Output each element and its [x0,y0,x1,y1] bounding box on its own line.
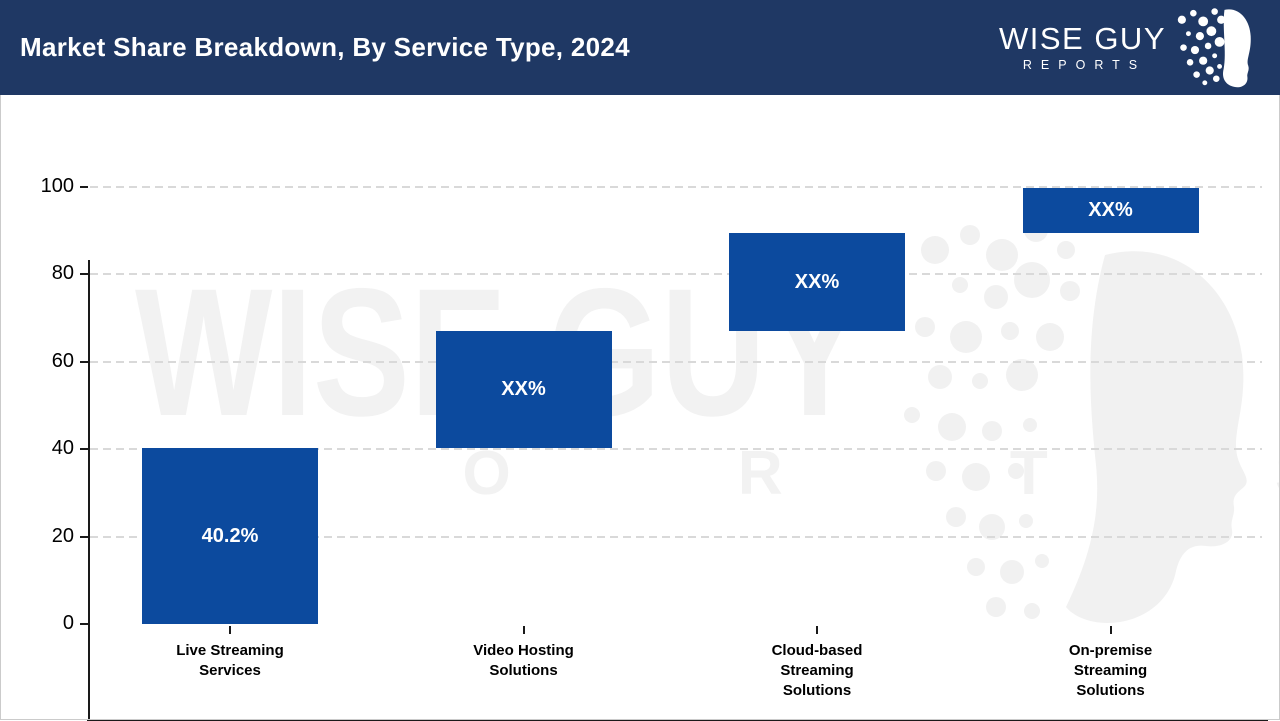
bar-value-label: XX% [1088,199,1133,222]
x-tick [1109,626,1112,634]
y-tick-label: 20 [51,524,74,547]
x-tick [229,626,231,634]
x-category-label-line: Video Hosting [473,642,574,659]
x-category-label-line: Solutions [489,662,558,679]
y-axis-line [88,260,90,721]
x-category-label-line: Streaming [780,662,854,679]
x-category-label-line: Services [199,662,261,679]
x-tick [816,626,818,634]
brand-logo-text: WISE GUY REPORTS [998,21,1166,73]
bar: XX% [435,331,612,449]
page-title: Market Share Breakdown, By Service Type,… [20,32,630,62]
y-tick [80,273,88,276]
watermark-face-icon [904,218,1247,623]
bar: XX% [729,232,905,332]
brand-subname: REPORTS [1022,58,1147,72]
bar-value-label: 40.2% [201,524,259,547]
y-tick [80,535,88,538]
chart: 0 20 40 60 80 100 40.2% Live Streaming Services X… [0,95,1280,721]
y-tick-label: 80 [51,262,74,285]
x-category-label: Live Streaming Services [100,641,360,681]
bar: 40.2% [142,448,318,624]
header: Market Share Breakdown, By Service Type,… [0,0,1280,95]
x-category-label: Video Hosting Solutions [394,641,654,681]
x-category-label-line: Solutions [782,682,852,699]
y-tick [80,360,88,363]
gridline [90,360,1262,363]
bar: XX% [1022,188,1199,233]
brand-name: WISE GUY [998,21,1166,56]
x-category-label-line: Live Streaming [176,642,284,659]
y-tick [80,448,88,451]
x-category-label-line: Solutions [1076,682,1145,699]
gridline [90,448,1262,451]
x-tick [522,626,525,634]
gridline [90,186,1262,188]
x-category-label: On-premise Streaming Solutions [981,641,1241,701]
gridline [90,535,1262,538]
y-tick-label: 100 [40,175,74,197]
y-tick-label: 60 [51,349,74,372]
y-tick-label: 40 [51,437,74,460]
x-category-label-line: On-premise [1068,642,1153,659]
x-category-label: Cloud-based Streaming Solutions [687,641,947,701]
brand-logo: WISE GUY REPORTS [999,5,1254,91]
y-tick-label: 0 [62,612,74,634]
y-tick [80,623,88,625]
brand-face-icon [1177,7,1251,87]
bar-value-label: XX% [501,378,546,401]
bar-value-label: XX% [794,270,840,293]
gridline [90,273,1262,276]
x-category-label-line: Cloud-based [771,642,863,659]
x-category-label-line: Streaming [1073,662,1148,679]
y-tick [80,186,88,188]
